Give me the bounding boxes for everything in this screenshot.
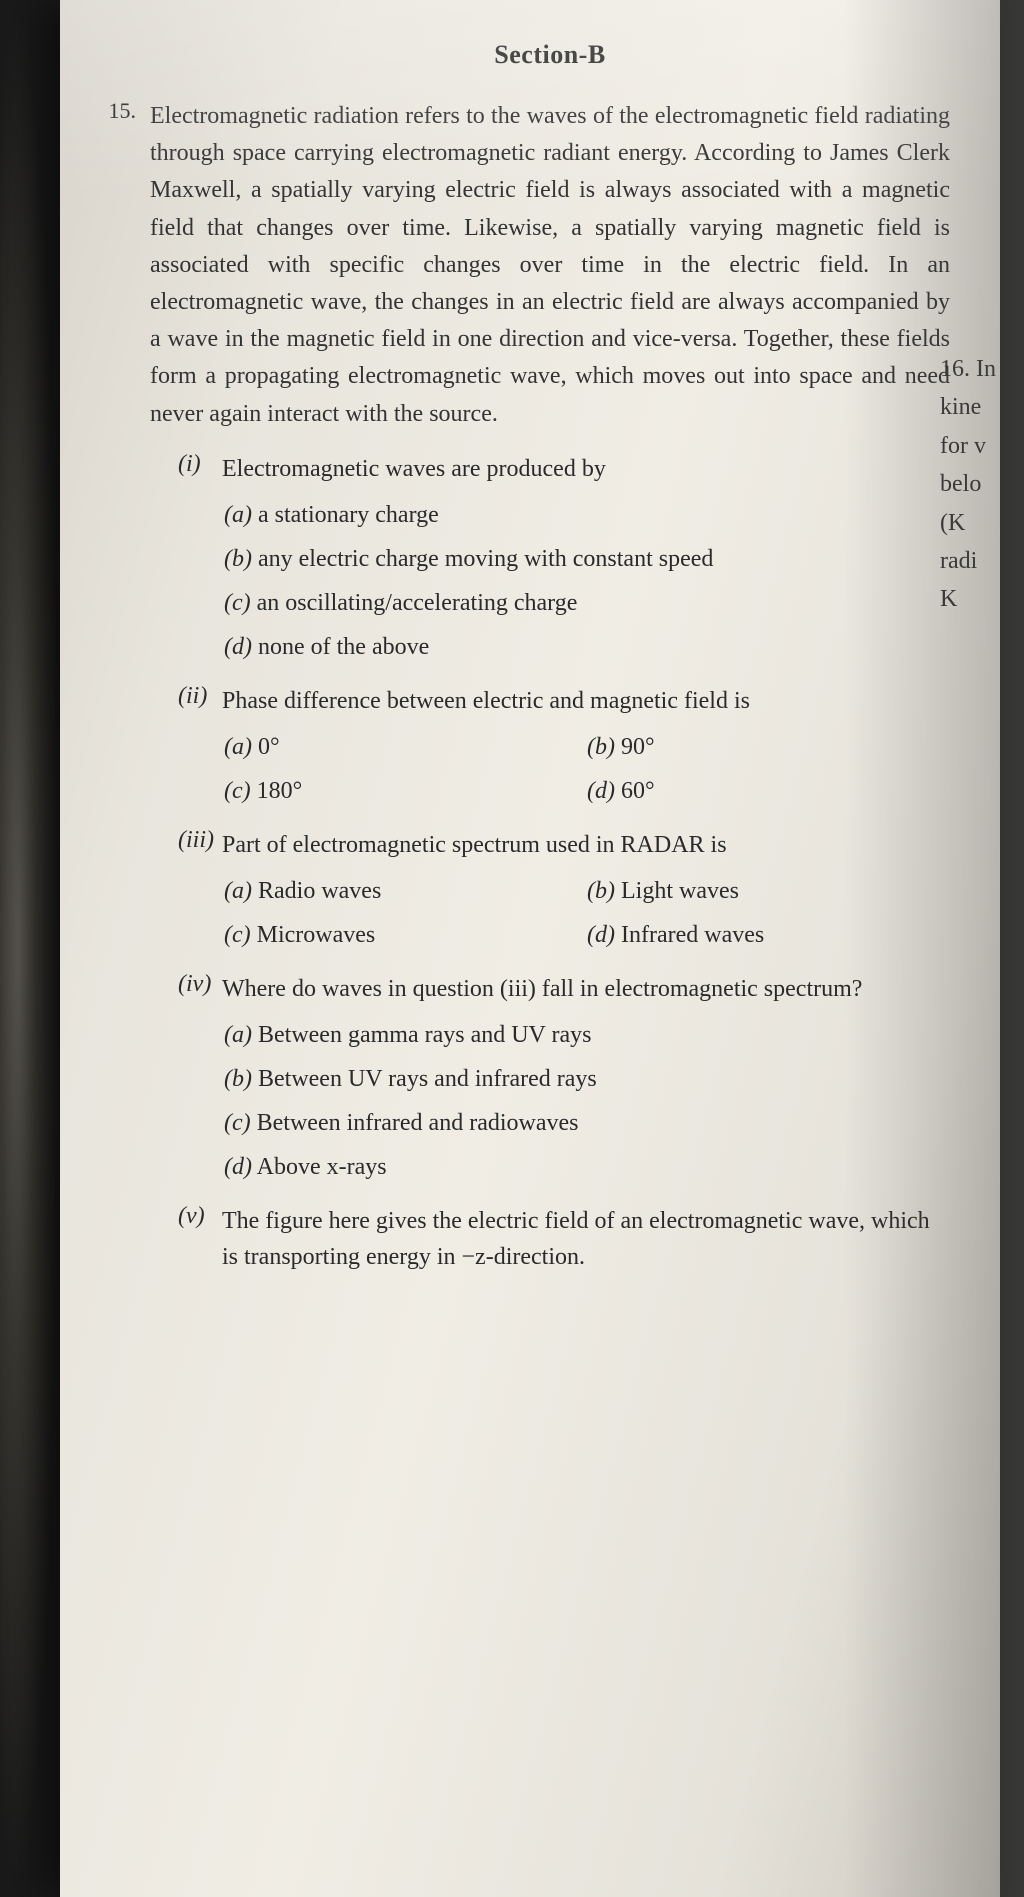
options-iii: (a) Radio waves (b) Light waves (c) Micr… <box>224 873 950 953</box>
section-title: Section-B <box>150 40 950 70</box>
sub-question-ii: (ii) Phase difference between electric a… <box>178 683 950 719</box>
question-passage: Electromagnetic radiation refers to the … <box>150 98 950 433</box>
option: (a) Radio waves <box>224 873 587 909</box>
sub-label: (ii) <box>178 683 218 710</box>
option: (b) any electric charge moving with cons… <box>224 541 950 577</box>
sub-text: Phase difference between electric and ma… <box>222 683 944 719</box>
sub-label: (iv) <box>178 971 218 998</box>
option: (a) Between gamma rays and UV rays <box>224 1017 950 1053</box>
sub-text: The figure here gives the electric field… <box>222 1203 944 1275</box>
option-row: (c) Microwaves (d) Infrared waves <box>224 917 950 953</box>
cutoff-line: for v <box>940 427 1000 465</box>
next-page-cutoff: 16. In a kine for v belo (K radi K <box>940 350 1000 619</box>
document-page: Section-B 15. Electromagnetic radiation … <box>60 0 1000 1897</box>
option-row: (c) 180° (d) 60° <box>224 773 950 809</box>
option: (c) Between infrared and radiowaves <box>224 1105 950 1141</box>
sub-question-i: (i) Electromagnetic waves are produced b… <box>178 451 950 487</box>
cutoff-line: (K <box>940 504 1000 542</box>
option: (d) 60° <box>587 773 950 809</box>
option: (d) Infrared waves <box>587 917 950 953</box>
cutoff-line: kine <box>940 388 1000 426</box>
option: (d) none of the above <box>224 629 950 665</box>
option: (c) Microwaves <box>224 917 587 953</box>
question-15: 15. Electromagnetic radiation refers to … <box>150 98 950 1275</box>
page-left-edge <box>0 0 60 1897</box>
option: (a) a stationary charge <box>224 497 950 533</box>
option: (d) Above x-rays <box>224 1149 950 1185</box>
option-row: (a) 0° (b) 90° <box>224 729 950 765</box>
sub-text: Where do waves in question (iii) fall in… <box>222 971 944 1007</box>
option: (b) 90° <box>587 729 950 765</box>
option: (b) Between UV rays and infrared rays <box>224 1061 950 1097</box>
sub-question-v: (v) The figure here gives the electric f… <box>178 1203 950 1275</box>
cutoff-line: 16. In a <box>940 350 1000 388</box>
sub-label: (iii) <box>178 827 218 854</box>
sub-question-iii: (iii) Part of electromagnetic spectrum u… <box>178 827 950 863</box>
cutoff-line: belo <box>940 465 1000 503</box>
option: (c) 180° <box>224 773 587 809</box>
sub-label: (v) <box>178 1203 218 1230</box>
sub-label: (i) <box>178 451 218 478</box>
option-row: (a) Radio waves (b) Light waves <box>224 873 950 909</box>
cutoff-line: K <box>940 580 1000 618</box>
question-number: 15. <box>92 98 136 124</box>
options-iv: (a) Between gamma rays and UV rays (b) B… <box>224 1017 950 1185</box>
cutoff-line: radi <box>940 542 1000 580</box>
options-i: (a) a stationary charge (b) any electric… <box>224 497 950 665</box>
option: (b) Light waves <box>587 873 950 909</box>
option: (c) an oscillating/accelerating charge <box>224 585 950 621</box>
sub-text: Electromagnetic waves are produced by <box>222 451 944 487</box>
option: (a) 0° <box>224 729 587 765</box>
sub-text: Part of electromagnetic spectrum used in… <box>222 827 944 863</box>
options-ii: (a) 0° (b) 90° (c) 180° (d) 60° <box>224 729 950 809</box>
sub-question-iv: (iv) Where do waves in question (iii) fa… <box>178 971 950 1007</box>
